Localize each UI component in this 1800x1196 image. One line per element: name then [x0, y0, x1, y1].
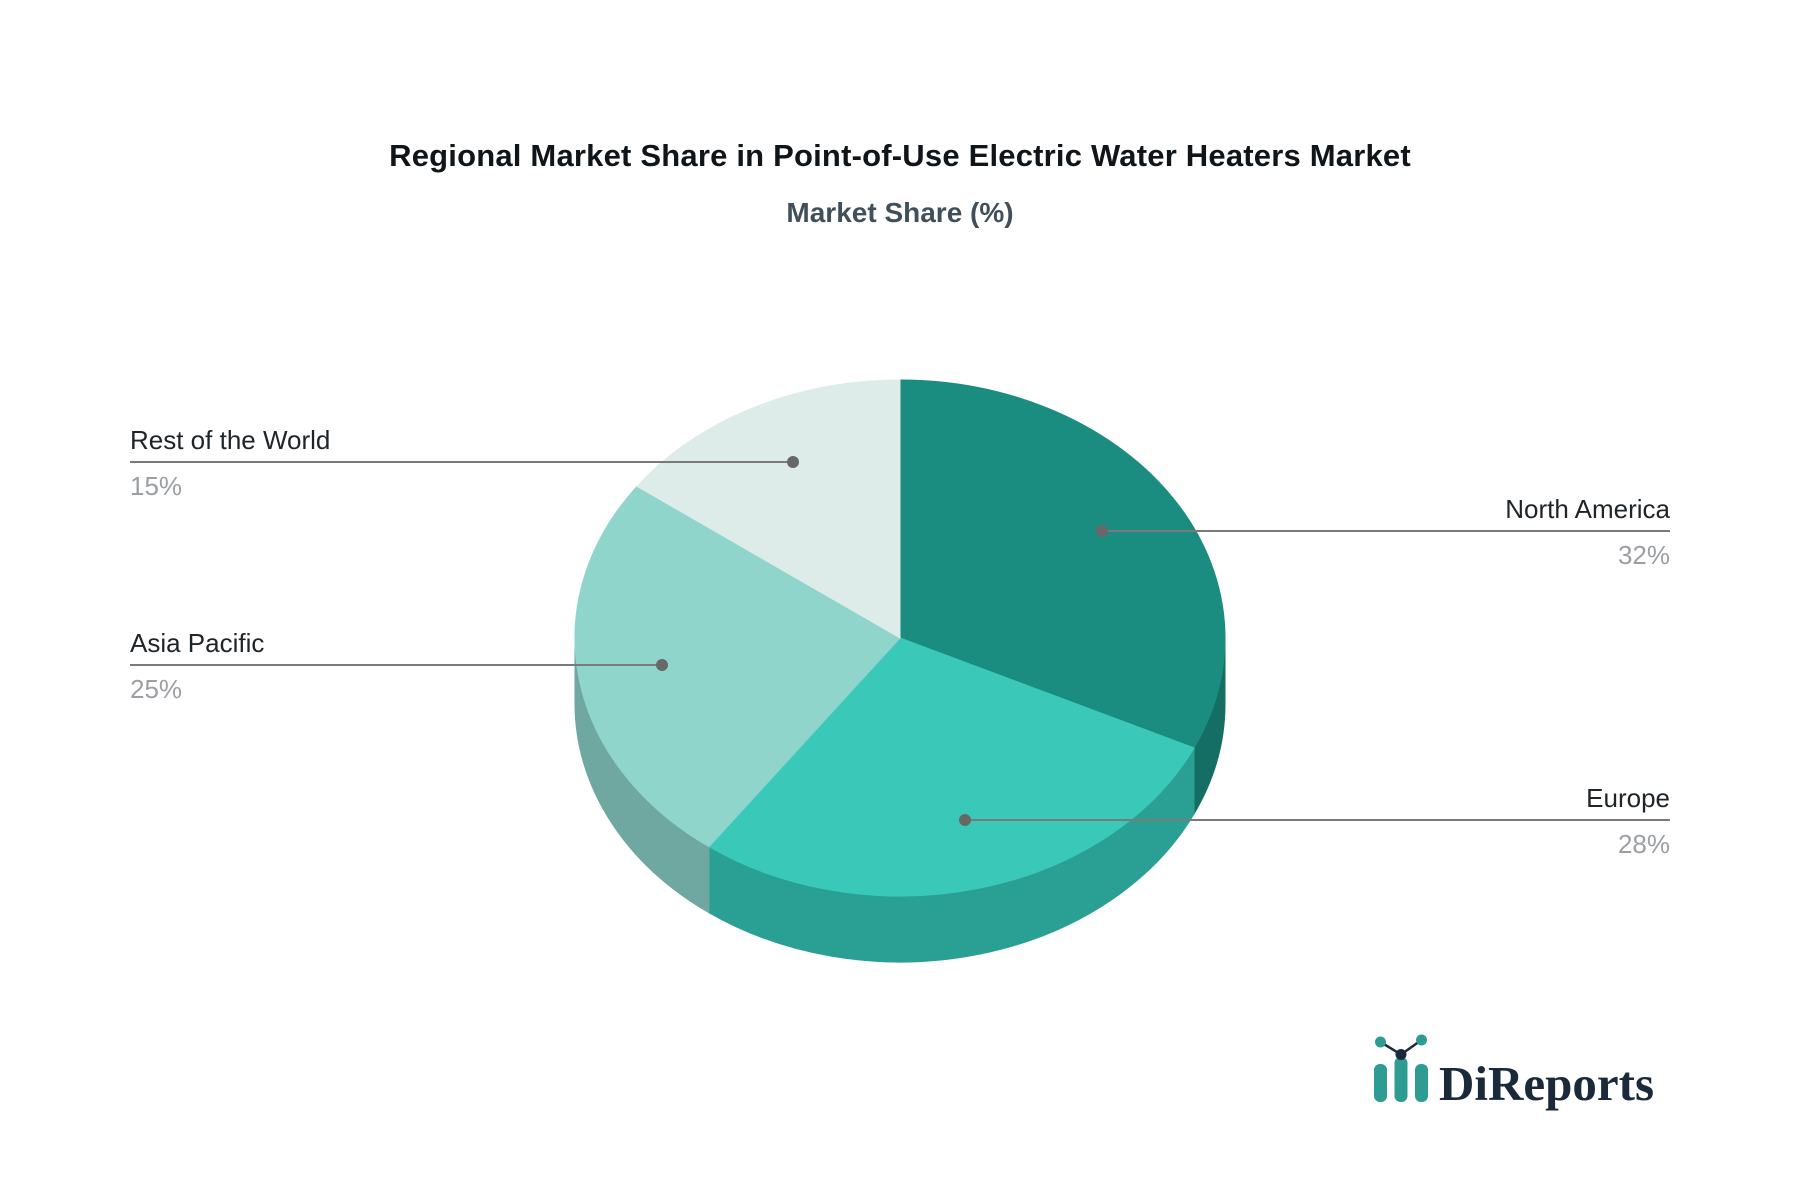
pie-slice-asia-pacific[interactable]	[574, 485, 901, 848]
slice-pct-asia-pacific: 25%	[130, 674, 183, 704]
chart-title: Regional Market Share in Point-of-Use El…	[389, 138, 1411, 173]
callout-dot-asia-pacific	[656, 659, 668, 671]
callout-dot-north-america	[1096, 525, 1108, 537]
slice-label-asia-pacific: Asia Pacific	[130, 628, 265, 658]
pie-slice-europe[interactable]	[708, 637, 1195, 897]
bar-line-chart-icon	[1374, 1034, 1428, 1102]
chart-subtitle: Market Share (%)	[786, 197, 1014, 228]
slice-label-rest-of-the-world: Rest of the World	[130, 425, 331, 455]
slice-pct-north-america: 32%	[1617, 540, 1670, 570]
slice-label-north-america: North America	[1505, 494, 1670, 524]
pie-slice-rest-of-the-world[interactable]	[636, 379, 901, 639]
pie-slice-north-america[interactable]	[899, 379, 1226, 749]
callout-dot-rest-of-the-world	[787, 456, 799, 468]
callout-dot-europe	[959, 814, 971, 826]
logo-text: DiReports	[1439, 1056, 1655, 1111]
direports-logo: DiReports	[1372, 1026, 1654, 1108]
slice-label-europe: Europe	[1586, 783, 1670, 813]
slice-pct-rest-of-the-world: 15%	[130, 471, 183, 501]
slice-pct-europe: 28%	[1617, 829, 1670, 859]
